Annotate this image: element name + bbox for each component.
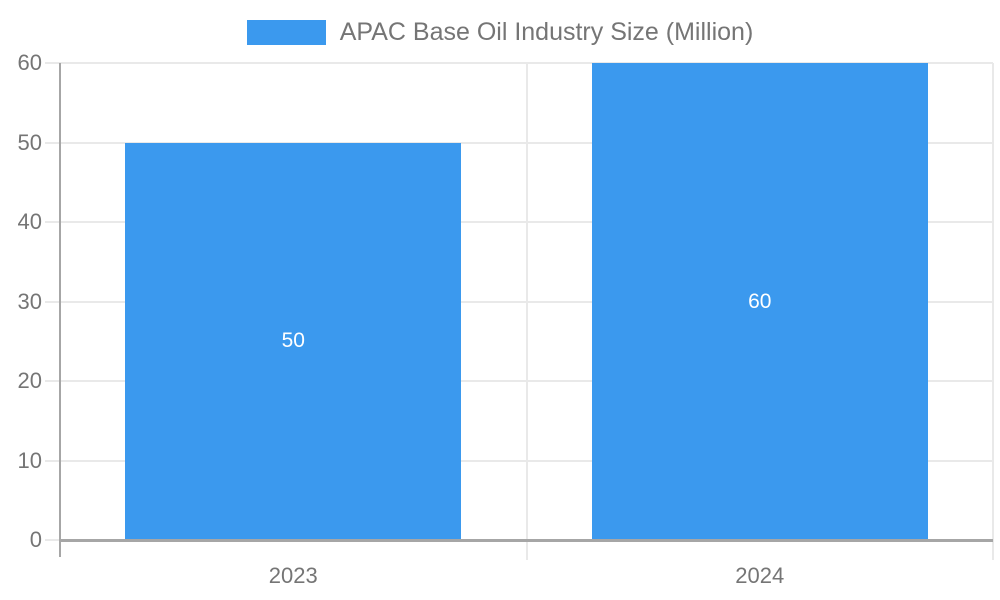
grid-line xyxy=(45,380,993,382)
y-axis-tick-label: 20 xyxy=(17,368,42,393)
legend-label: APAC Base Oil Industry Size (Million) xyxy=(339,18,754,46)
y-axis-tick-label: 60 xyxy=(17,50,42,75)
legend-swatch-icon xyxy=(246,20,326,45)
y-axis-tick-label: 30 xyxy=(17,288,42,314)
grid-line xyxy=(45,62,993,64)
plot-area: 0 10 20 30 40 50 60 50 2023 60 2024 xyxy=(18,50,994,588)
x-axis-line xyxy=(60,539,993,542)
grid-line xyxy=(45,300,993,303)
plot-right-border xyxy=(992,63,994,560)
y-axis-tick-label: 10 xyxy=(17,447,42,473)
bar[interactable] xyxy=(591,63,928,540)
grid-line xyxy=(45,459,993,462)
bar[interactable] xyxy=(125,142,462,540)
y-axis-tick-label: 0 xyxy=(29,527,42,552)
x-axis-tick-label: 2024 xyxy=(735,563,785,588)
bar-value-label: 50 xyxy=(281,329,305,353)
y-axis-tick-label: 50 xyxy=(17,129,42,155)
category-separator-line xyxy=(525,63,528,560)
bar-value-label: 60 xyxy=(748,289,772,313)
grid-line xyxy=(45,221,993,223)
grid-line xyxy=(45,141,993,144)
legend[interactable]: APAC Base Oil Industry Size (Million) xyxy=(0,18,1000,47)
y-axis-line xyxy=(59,63,61,557)
x-axis-tick-label: 2023 xyxy=(268,563,318,588)
y-axis-tick-label: 40 xyxy=(17,209,42,234)
